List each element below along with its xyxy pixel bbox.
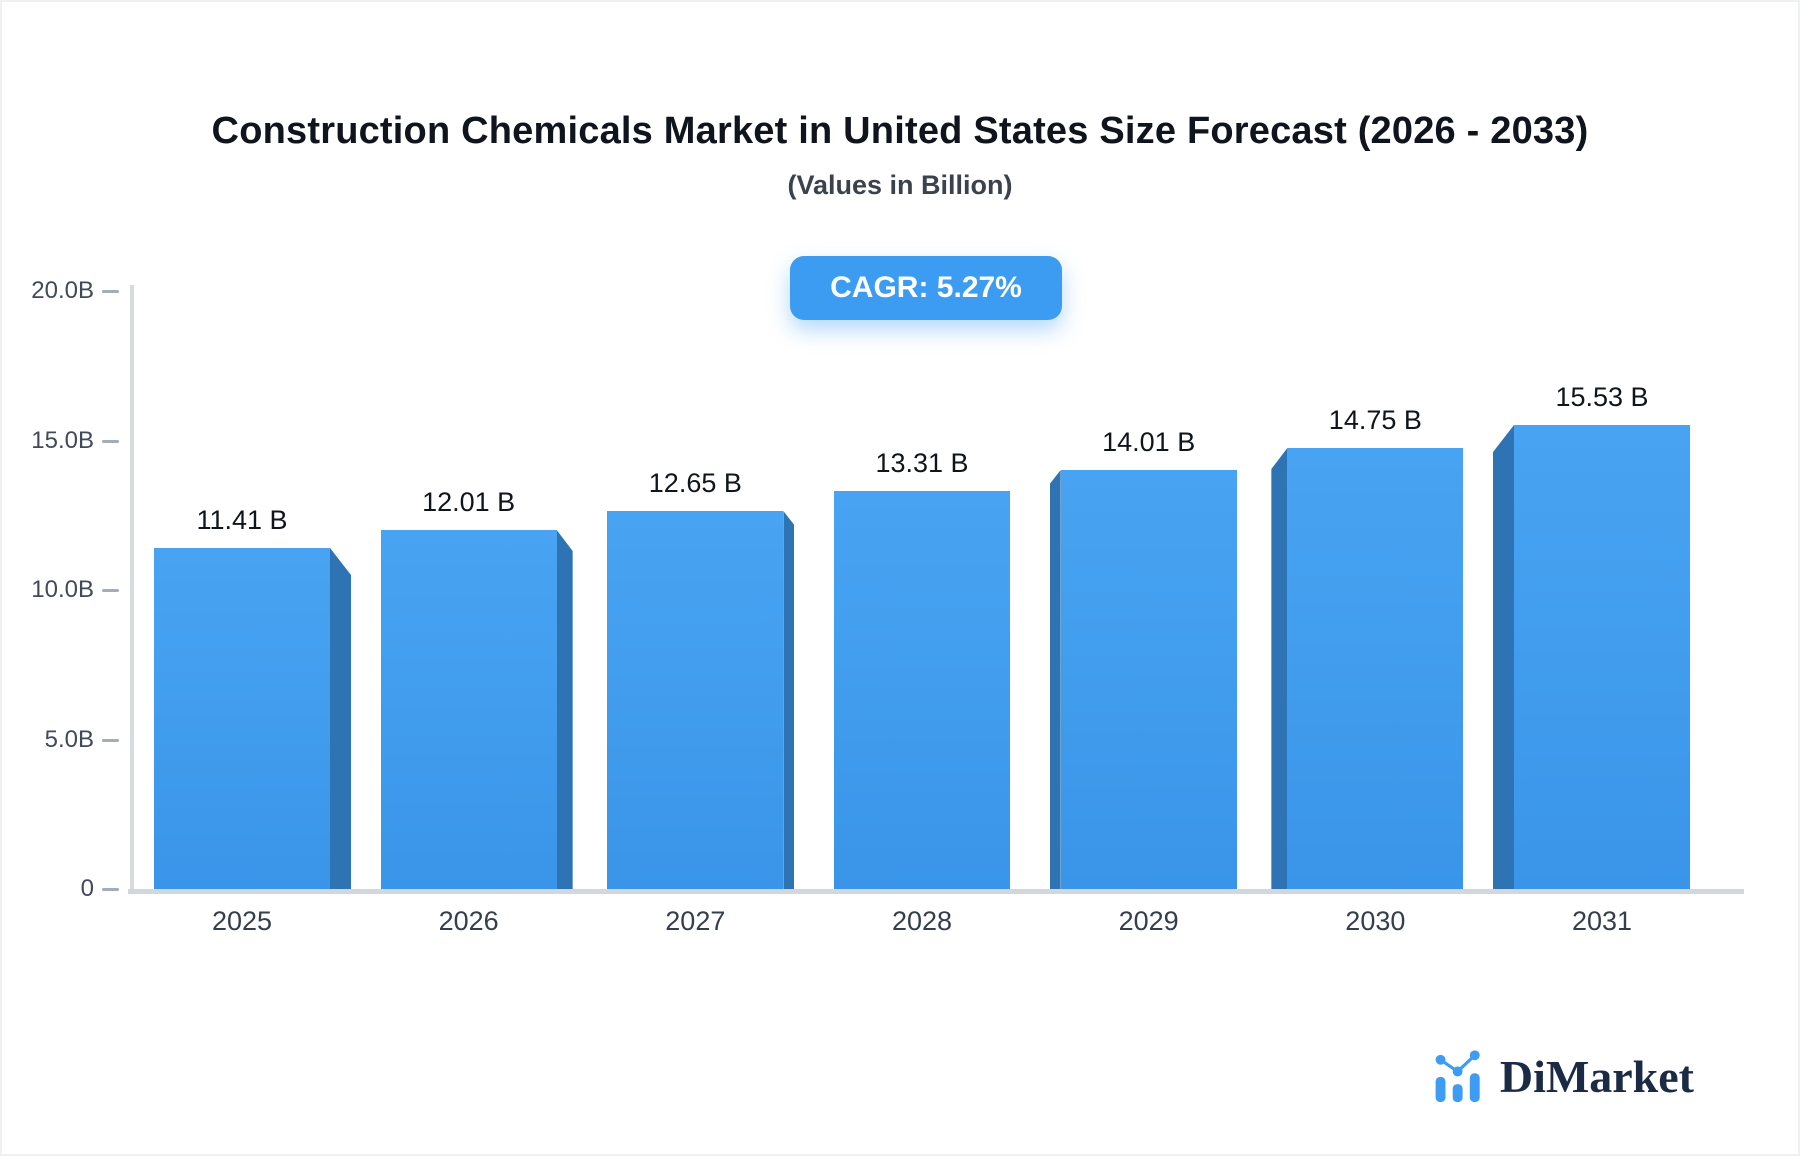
bar-3d-side xyxy=(556,530,573,889)
x-axis-category-label: 2025 xyxy=(211,906,273,936)
x-axis-category-label: 2027 xyxy=(665,906,726,936)
dimarket-logo-icon xyxy=(1435,1050,1480,1103)
bar xyxy=(154,548,330,889)
y-axis-tick-mark xyxy=(102,589,119,592)
x-axis-line xyxy=(128,889,1744,894)
chart-subtitle: (Values in Billion) xyxy=(787,170,1013,200)
y-axis-tick-label: 10.0B xyxy=(31,576,94,603)
x-axis-category-label: 2028 xyxy=(891,906,953,936)
y-axis-tick-label: 20.0B xyxy=(31,277,94,304)
bar-3d-side xyxy=(783,511,795,889)
y-axis-tick-mark xyxy=(102,439,119,443)
chart-title: Construction Chemicals Market in United … xyxy=(211,110,1589,152)
x-axis-category-label: 2026 xyxy=(438,906,499,936)
y-axis-tick-mark xyxy=(102,290,119,293)
bar xyxy=(1060,470,1237,889)
bar-3d-side xyxy=(1271,448,1288,889)
x-axis-category-label: 2030 xyxy=(1345,906,1406,936)
bar xyxy=(1287,448,1464,889)
y-axis-tick-label: 15.0B xyxy=(31,426,94,454)
bar-value-label: 13.31 B xyxy=(875,448,969,478)
bar-3d-side xyxy=(1049,470,1061,889)
dimarket-logo-text: DiMarket xyxy=(1499,1050,1694,1102)
bar-value-label: 14.01 B xyxy=(1102,427,1196,457)
x-axis-category-label: 2029 xyxy=(1118,906,1179,936)
x-axis-category-label: 2031 xyxy=(1571,906,1633,936)
bar-value-label: 14.75 B xyxy=(1328,405,1422,435)
bar xyxy=(1514,425,1691,889)
bar-3d-side xyxy=(1493,425,1515,889)
y-axis-tick-mark xyxy=(102,888,119,891)
bar-value-label: 12.01 B xyxy=(422,487,516,517)
dimarket-logo: DiMarket xyxy=(1432,1048,1694,1104)
bar-value-label: 11.41 B xyxy=(196,505,288,535)
bar-value-label: 12.65 B xyxy=(648,468,742,498)
bar xyxy=(607,511,784,889)
y-axis-tick-label: 0 xyxy=(80,875,94,902)
y-axis-line xyxy=(130,285,134,894)
bar-value-label: 15.53 B xyxy=(1555,382,1649,412)
bar xyxy=(834,491,1010,889)
y-axis-tick-label: 5.0B xyxy=(44,725,94,753)
y-axis-tick-mark xyxy=(102,738,119,742)
bar xyxy=(380,530,557,889)
cagr-badge: CAGR: 5.27% xyxy=(790,256,1062,320)
bar-3d-side xyxy=(330,548,351,889)
